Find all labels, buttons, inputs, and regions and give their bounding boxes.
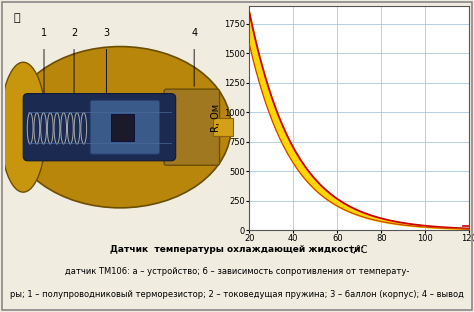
- Ellipse shape: [0, 62, 46, 192]
- FancyBboxPatch shape: [23, 94, 176, 161]
- Y-axis label: R, Ом: R, Ом: [211, 104, 221, 132]
- Text: 2: 2: [71, 27, 77, 38]
- Text: 3: 3: [103, 27, 109, 38]
- Text: Ⓐ: Ⓐ: [14, 13, 20, 23]
- Bar: [111, 114, 134, 141]
- FancyBboxPatch shape: [90, 100, 160, 154]
- Text: 1: 1: [41, 27, 47, 38]
- X-axis label: t,°C: t,°C: [350, 245, 368, 255]
- FancyBboxPatch shape: [164, 89, 219, 165]
- Bar: [213, 118, 233, 136]
- Text: датчик ТМ106: а – устройство; б – зависимость сопротивления от температу-: датчик ТМ106: а – устройство; б – зависи…: [65, 267, 409, 276]
- Text: Датчик  температуры охлаждающей жидкости:: Датчик температуры охлаждающей жидкости:: [110, 245, 364, 254]
- Text: 4: 4: [191, 27, 197, 38]
- Text: ры; 1 – полупроводниковый терморезистор; 2 – токоведущая пружина; 3 – баллон (ко: ры; 1 – полупроводниковый терморезистор;…: [10, 290, 464, 299]
- Ellipse shape: [9, 46, 231, 208]
